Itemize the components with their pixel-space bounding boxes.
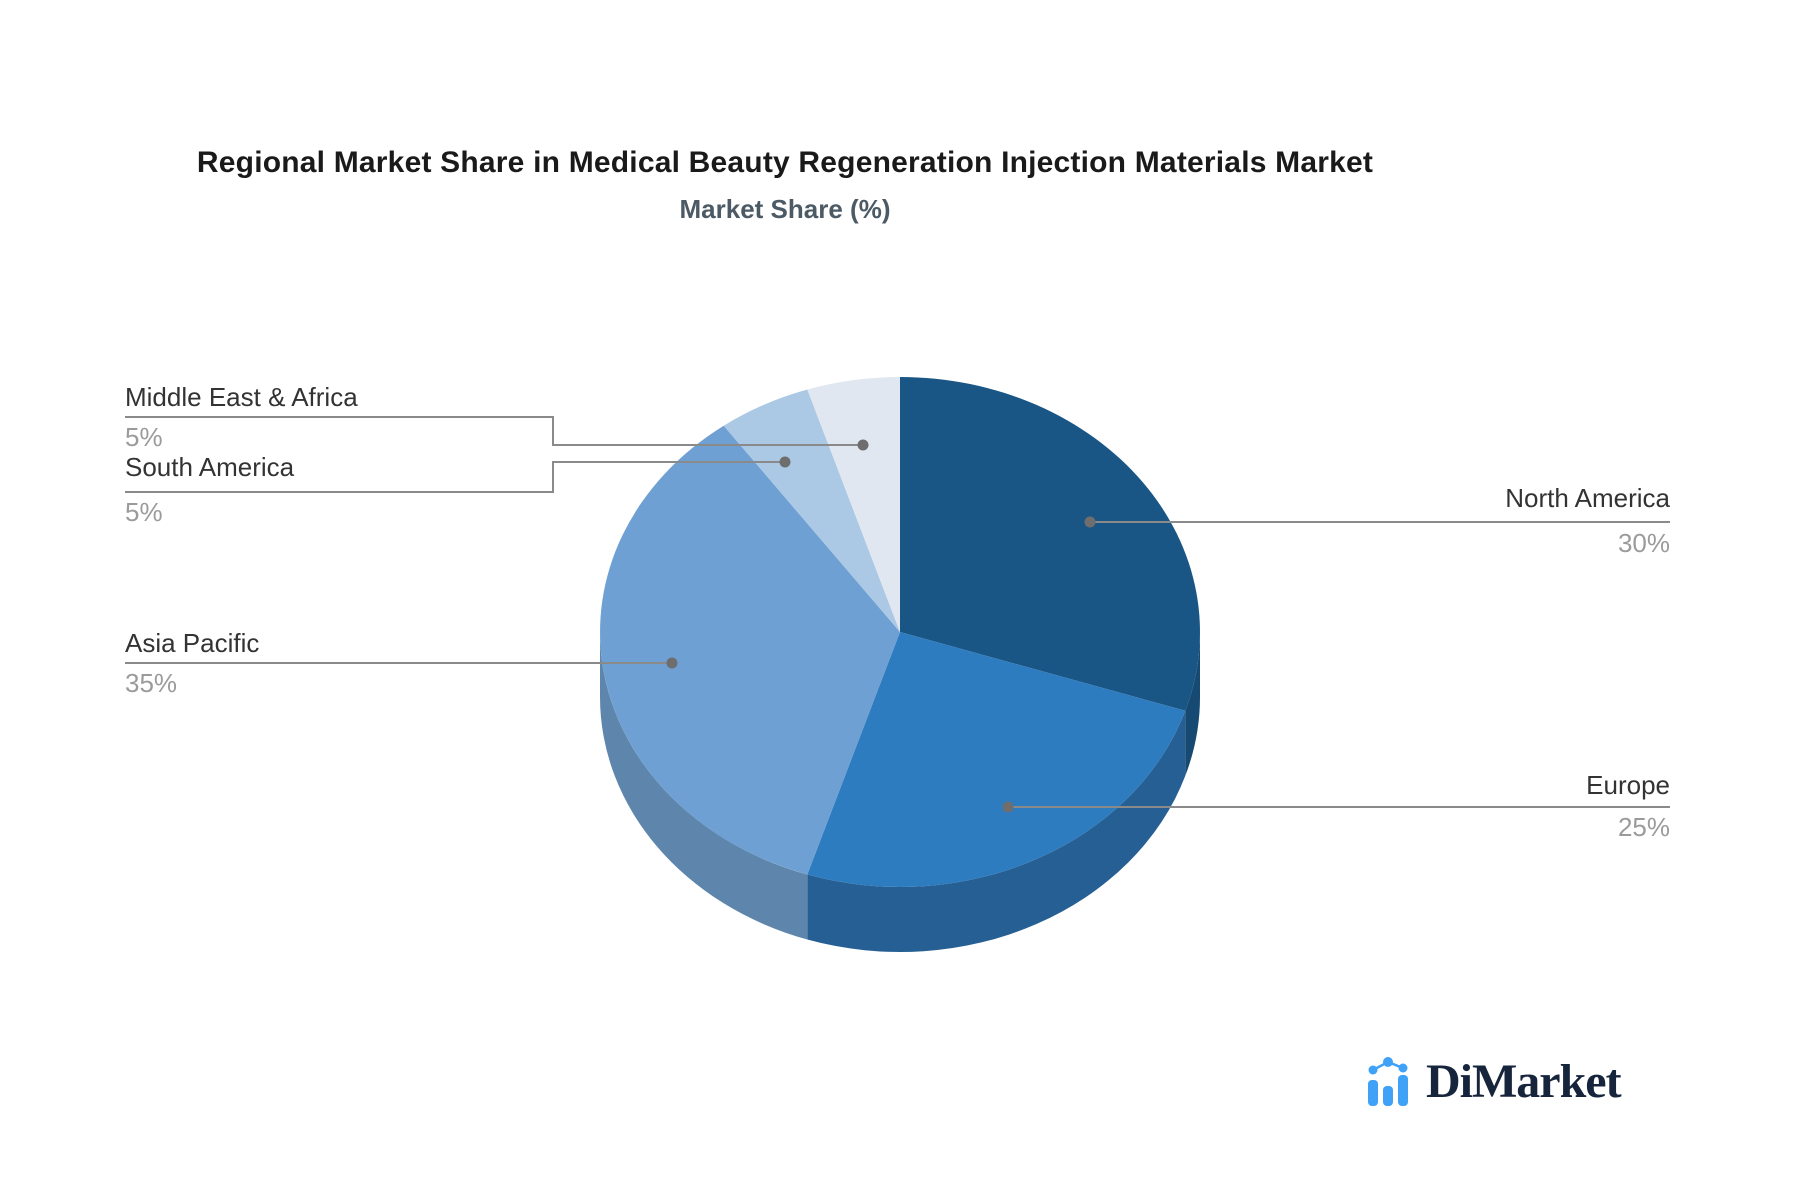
pie-slice [600, 425, 900, 875]
region-percentage: 25% [1617, 812, 1670, 842]
region-label: Europe [1586, 770, 1670, 800]
pie-slice [723, 389, 900, 632]
region-label: Asia Pacific [125, 628, 260, 658]
label-connector-dot [857, 439, 869, 451]
region-label: North America [1505, 483, 1670, 513]
label-connector-dot [1084, 516, 1096, 528]
brand-logo-text: DiMarket [1426, 1055, 1622, 1108]
brand-logo: DiMarket [1364, 1038, 1664, 1108]
region-percentage: 5% [125, 422, 163, 452]
pie-slice [600, 632, 808, 940]
label-connector-dot [666, 657, 678, 669]
region-label: Middle East & Africa [125, 382, 358, 412]
label-connector-line [125, 416, 863, 446]
chart-title: Regional Market Share in Medical Beauty … [196, 146, 1374, 179]
pie-slice [807, 377, 900, 632]
brand-logo-icon [1368, 1057, 1408, 1106]
region-percentage: 30% [1617, 528, 1670, 558]
pie-slice [1185, 632, 1200, 776]
label-connector-dot [1002, 801, 1014, 813]
pie-slice [900, 377, 1200, 711]
label-connector-line [125, 461, 785, 493]
pie-slice [807, 710, 1186, 952]
pie-slice [807, 632, 1186, 887]
region-label: South America [125, 452, 295, 482]
label-connector-dot [779, 456, 791, 468]
region-percentage: 5% [125, 497, 163, 527]
chart-subtitle: Market Share (%) [679, 194, 891, 224]
region-percentage: 35% [125, 668, 178, 698]
